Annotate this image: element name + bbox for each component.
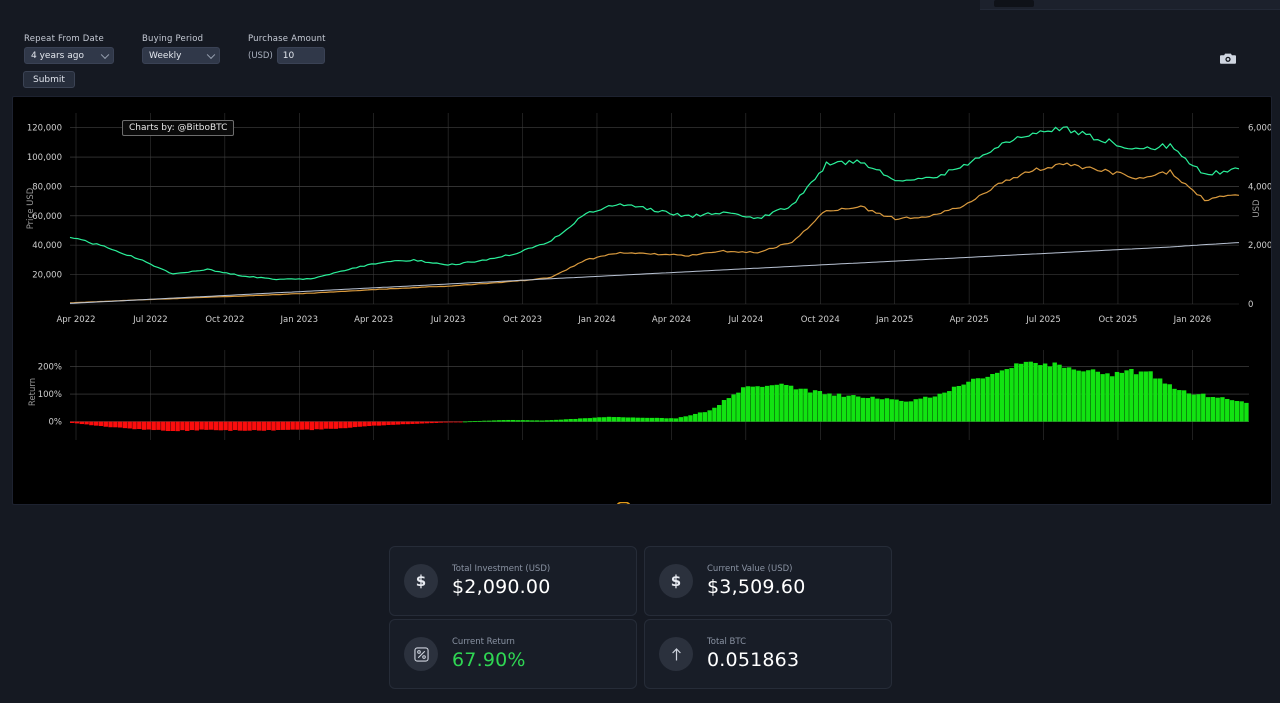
stat-card-label: Current Value (USD) bbox=[707, 564, 793, 574]
svg-text:Jan 2025: Jan 2025 bbox=[875, 315, 913, 325]
svg-text:6,000: 6,000 bbox=[1248, 124, 1271, 134]
svg-text:4,000: 4,000 bbox=[1248, 182, 1271, 192]
stat-card-total-investment: $ Total Investment (USD) $2,090.00 bbox=[389, 546, 637, 616]
buying-period-group: Buying Period Weekly bbox=[142, 34, 220, 64]
svg-text:20,000: 20,000 bbox=[32, 271, 62, 281]
svg-text:Apr 2024: Apr 2024 bbox=[652, 315, 691, 325]
svg-text:Apr 2023: Apr 2023 bbox=[354, 315, 393, 325]
camera-icon[interactable] bbox=[1218, 50, 1238, 66]
chevron-down-icon bbox=[206, 50, 216, 59]
repeat-from-date-value: 4 years ago bbox=[31, 50, 84, 61]
stat-card-total-btc: Total BTC 0.051863 bbox=[644, 619, 892, 689]
stat-card-value: $3,509.60 bbox=[707, 576, 806, 598]
stat-cards-grid: $ Total Investment (USD) $2,090.00 $ Cur… bbox=[389, 546, 892, 689]
dollar-icon: $ bbox=[659, 564, 693, 598]
svg-text:100,000: 100,000 bbox=[27, 153, 62, 163]
svg-text:Oct 2022: Oct 2022 bbox=[205, 315, 244, 325]
stat-card-label: Current Return bbox=[452, 637, 515, 647]
stat-card-label: Total Investment (USD) bbox=[452, 564, 551, 574]
svg-text:0: 0 bbox=[1248, 300, 1253, 310]
purchase-amount-currency: (USD) bbox=[248, 50, 273, 61]
stat-card-value: $2,090.00 bbox=[452, 576, 551, 598]
purchase-amount-group: Purchase Amount (USD) bbox=[248, 34, 326, 64]
svg-text:Oct 2023: Oct 2023 bbox=[503, 315, 542, 325]
buying-period-label: Buying Period bbox=[142, 34, 204, 44]
svg-text:Jan 2026: Jan 2026 bbox=[1173, 315, 1211, 325]
svg-text:Jul 2022: Jul 2022 bbox=[132, 315, 168, 325]
svg-text:Jan 2024: Jan 2024 bbox=[577, 315, 615, 325]
svg-text:Return: Return bbox=[28, 378, 38, 406]
svg-text:60,000: 60,000 bbox=[32, 212, 62, 222]
buying-period-select[interactable]: Weekly bbox=[142, 47, 220, 64]
svg-text:Jan 2023: Jan 2023 bbox=[280, 315, 318, 325]
svg-text:Jul 2023: Jul 2023 bbox=[430, 315, 466, 325]
chevron-down-icon bbox=[100, 50, 110, 59]
purchase-amount-row: (USD) bbox=[248, 47, 326, 64]
charts-svg: 20,000 40,000 60,000 80,000 100,000 120,000 0 2… bbox=[26, 113, 1271, 440]
svg-text:120,000: 120,000 bbox=[27, 124, 62, 134]
svg-text:40,000: 40,000 bbox=[32, 241, 62, 251]
dollar-icon: $ bbox=[404, 564, 438, 598]
buying-period-value: Weekly bbox=[149, 50, 182, 61]
svg-text:Apr 2022: Apr 2022 bbox=[56, 315, 95, 325]
svg-text:Price USD: Price USD bbox=[26, 187, 36, 229]
svg-text:Oct 2025: Oct 2025 bbox=[1098, 315, 1137, 325]
chart-panel[interactable]: 20,000 40,000 60,000 80,000 100,000 120,000 0 2… bbox=[12, 96, 1272, 505]
svg-text:2,000: 2,000 bbox=[1248, 241, 1271, 251]
charts-credit-tooltip: Charts by: @BitboBTC bbox=[122, 120, 235, 136]
purchase-amount-input[interactable] bbox=[276, 47, 325, 64]
percent-chart-icon bbox=[404, 637, 438, 671]
stat-card-current-return: Current Return 67.90% bbox=[389, 619, 637, 689]
stat-card-value: 67.90% bbox=[452, 649, 526, 671]
stat-card-value: 0.051863 bbox=[707, 649, 800, 671]
repeat-from-date-label: Repeat From Date bbox=[24, 34, 104, 44]
svg-text:200%: 200% bbox=[38, 363, 62, 373]
repeat-from-date-select[interactable]: 4 years ago bbox=[24, 47, 114, 64]
top-partial-panel bbox=[980, 0, 1280, 10]
stat-card-current-value: $ Current Value (USD) $3,509.60 bbox=[644, 546, 892, 616]
svg-text:100%: 100% bbox=[38, 390, 62, 400]
svg-text:0%: 0% bbox=[49, 418, 63, 428]
svg-text:Apr 2025: Apr 2025 bbox=[950, 315, 989, 325]
purchase-amount-label: Purchase Amount bbox=[248, 34, 326, 44]
arrow-up-icon bbox=[659, 637, 693, 671]
stat-card-label: Total BTC bbox=[707, 637, 747, 647]
svg-text:Jul 2024: Jul 2024 bbox=[728, 315, 764, 325]
svg-text:USD: USD bbox=[1252, 199, 1262, 218]
repeat-from-date-group: Repeat From Date 4 years ago bbox=[24, 34, 114, 64]
top-panel-pill bbox=[994, 0, 1034, 7]
svg-text:Oct 2024: Oct 2024 bbox=[801, 315, 840, 325]
svg-text:80,000: 80,000 bbox=[32, 182, 62, 192]
svg-text:Jul 2025: Jul 2025 bbox=[1025, 315, 1061, 325]
controls-bar: Repeat From Date 4 years ago Buying Peri… bbox=[24, 34, 326, 64]
submit-button[interactable]: Submit bbox=[23, 71, 75, 88]
